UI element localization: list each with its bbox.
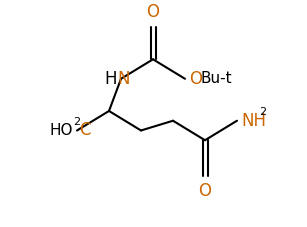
- Text: H: H: [104, 70, 117, 88]
- Text: O: O: [189, 70, 202, 88]
- Text: C: C: [79, 121, 91, 139]
- Text: Bu-t: Bu-t: [201, 71, 233, 86]
- Text: 2: 2: [73, 117, 80, 127]
- Text: HO: HO: [49, 123, 73, 138]
- Text: 2: 2: [259, 107, 266, 117]
- Text: O: O: [146, 3, 160, 21]
- Text: O: O: [199, 182, 212, 200]
- Text: N: N: [117, 70, 130, 88]
- Text: NH: NH: [241, 112, 266, 130]
